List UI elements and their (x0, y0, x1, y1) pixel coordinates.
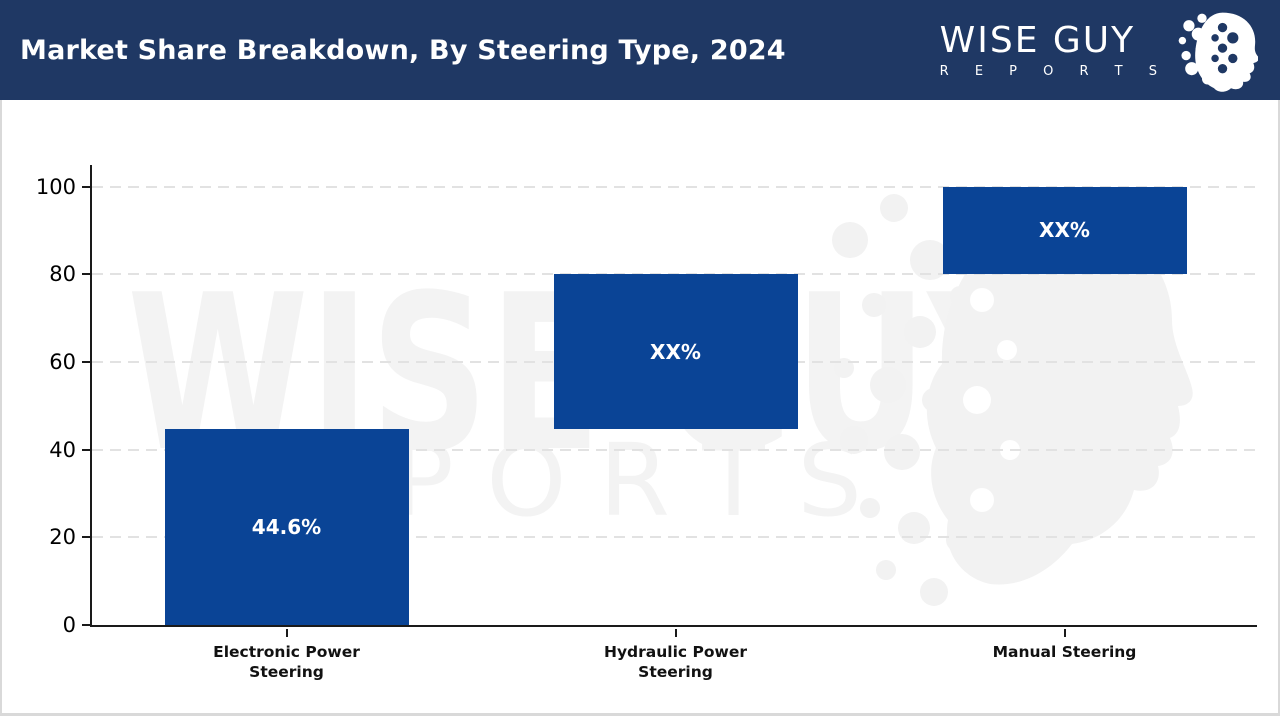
gridline (92, 273, 1257, 276)
y-tick-mark (82, 360, 90, 363)
chart-title: Market Share Breakdown, By Steering Type… (20, 34, 786, 66)
brand-name: WISE GUY (939, 19, 1136, 61)
y-tick-mark (82, 624, 90, 626)
y-tick-mark (82, 536, 90, 539)
brand-face-icon (1178, 12, 1258, 92)
x-tick-mark (674, 629, 677, 637)
bar-2: XX% (553, 274, 798, 430)
gridline (92, 185, 1257, 188)
y-tick-label: 40 (49, 437, 76, 462)
y-tick-label: 20 (49, 525, 76, 550)
header-bar: Market Share Breakdown, By Steering Type… (0, 0, 1280, 100)
x-tick-mark (1063, 629, 1066, 637)
bar-1: 44.6% (164, 429, 409, 625)
bar-3: XX% (942, 186, 1187, 275)
gridline (92, 536, 1257, 539)
brand-logo: WISE GUY R E P O R T S (940, 6, 1258, 94)
y-tick-label: 80 (49, 262, 76, 287)
y-tick-mark (82, 448, 90, 451)
brand-subtitle: R E P O R T S (939, 63, 1168, 79)
y-tick-mark (82, 273, 90, 276)
y-tick-label: 60 (49, 349, 76, 374)
plot-area: 0 20 40 60 80 100 44.6% Electronic Power Steeri… (36, 165, 1257, 681)
brand-logo-text: WISE GUY R E P O R T S (939, 19, 1168, 79)
bar-value-label: XX% (1039, 218, 1090, 243)
chart-canvas: WISE GUY R E P O R T S 0 20 40 60 80 100 44.6%… (0, 100, 1280, 716)
x-category-label: Hydraulic Power Steering (603, 643, 747, 681)
x-tick-mark (285, 629, 288, 637)
y-tick-label: 100 (35, 174, 76, 199)
bar-value-label: XX% (650, 339, 701, 364)
x-category-label: Electronic Power Steering (213, 643, 360, 681)
x-category-label: Manual Steering (992, 643, 1137, 661)
gridline (92, 448, 1257, 451)
bar-value-label: 44.6% (251, 515, 322, 540)
y-tick-mark (82, 185, 90, 188)
y-tick-label: 0 (62, 613, 76, 637)
